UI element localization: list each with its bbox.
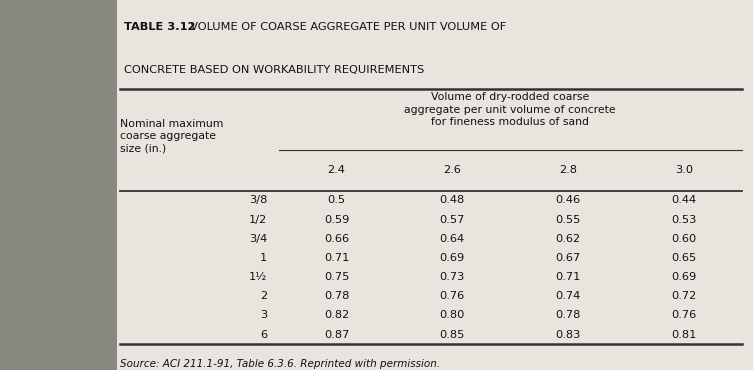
- Text: 0.64: 0.64: [440, 234, 465, 244]
- Text: 0.76: 0.76: [671, 310, 697, 320]
- Text: Nominal maximum
coarse aggregate
size (in.): Nominal maximum coarse aggregate size (i…: [120, 119, 224, 154]
- Text: 0.60: 0.60: [671, 234, 697, 244]
- Text: 1½: 1½: [249, 272, 267, 282]
- Text: TABLE 3.12: TABLE 3.12: [124, 22, 196, 32]
- Text: 1/2: 1/2: [249, 215, 267, 225]
- Text: 0.67: 0.67: [556, 253, 581, 263]
- Text: 0.71: 0.71: [556, 272, 581, 282]
- Text: 0.66: 0.66: [324, 234, 349, 244]
- Text: 0.85: 0.85: [440, 330, 465, 340]
- Bar: [117, 0, 753, 370]
- Text: 0.48: 0.48: [440, 195, 465, 205]
- Text: 0.53: 0.53: [671, 215, 697, 225]
- Text: 0.69: 0.69: [440, 253, 465, 263]
- Text: CONCRETE BASED ON WORKABILITY REQUIREMENTS: CONCRETE BASED ON WORKABILITY REQUIREMEN…: [124, 65, 425, 75]
- Text: 0.81: 0.81: [671, 330, 697, 340]
- Text: 0.59: 0.59: [324, 215, 349, 225]
- Text: 0.82: 0.82: [324, 310, 349, 320]
- Text: 0.73: 0.73: [440, 272, 465, 282]
- Text: 0.57: 0.57: [440, 215, 465, 225]
- Text: 0.65: 0.65: [671, 253, 697, 263]
- Text: Source: ACI 211.1-91, Table 6.3.6. Reprinted with permission.: Source: ACI 211.1-91, Table 6.3.6. Repri…: [120, 359, 441, 369]
- Text: 3: 3: [260, 310, 267, 320]
- Bar: [0, 0, 117, 370]
- Text: 2.4: 2.4: [328, 165, 346, 175]
- Text: 0.78: 0.78: [324, 291, 349, 301]
- Text: 3/8: 3/8: [249, 195, 267, 205]
- Text: 2: 2: [261, 291, 267, 301]
- Text: Volume of dry-rodded coarse
aggregate per unit volume of concrete
for fineness m: Volume of dry-rodded coarse aggregate pe…: [404, 92, 616, 127]
- Text: 0.62: 0.62: [556, 234, 581, 244]
- Text: 3.0: 3.0: [675, 165, 693, 175]
- Text: 1: 1: [260, 253, 267, 263]
- Text: 0.78: 0.78: [556, 310, 581, 320]
- Text: VOLUME OF COARSE AGGREGATE PER UNIT VOLUME OF: VOLUME OF COARSE AGGREGATE PER UNIT VOLU…: [183, 22, 506, 32]
- Text: 0.80: 0.80: [440, 310, 465, 320]
- Text: 2.6: 2.6: [444, 165, 461, 175]
- Text: 0.46: 0.46: [556, 195, 581, 205]
- Text: 0.75: 0.75: [324, 272, 349, 282]
- Text: 0.76: 0.76: [440, 291, 465, 301]
- Text: 0.71: 0.71: [324, 253, 349, 263]
- Text: 0.55: 0.55: [556, 215, 581, 225]
- Text: 3/4: 3/4: [249, 234, 267, 244]
- Text: 0.87: 0.87: [324, 330, 349, 340]
- Text: 2.8: 2.8: [559, 165, 577, 175]
- Text: 6: 6: [261, 330, 267, 340]
- Text: 0.72: 0.72: [671, 291, 697, 301]
- Text: 0.44: 0.44: [671, 195, 697, 205]
- Text: 0.83: 0.83: [556, 330, 581, 340]
- Text: 0.5: 0.5: [328, 195, 346, 205]
- Text: 0.74: 0.74: [556, 291, 581, 301]
- Text: 0.69: 0.69: [671, 272, 697, 282]
